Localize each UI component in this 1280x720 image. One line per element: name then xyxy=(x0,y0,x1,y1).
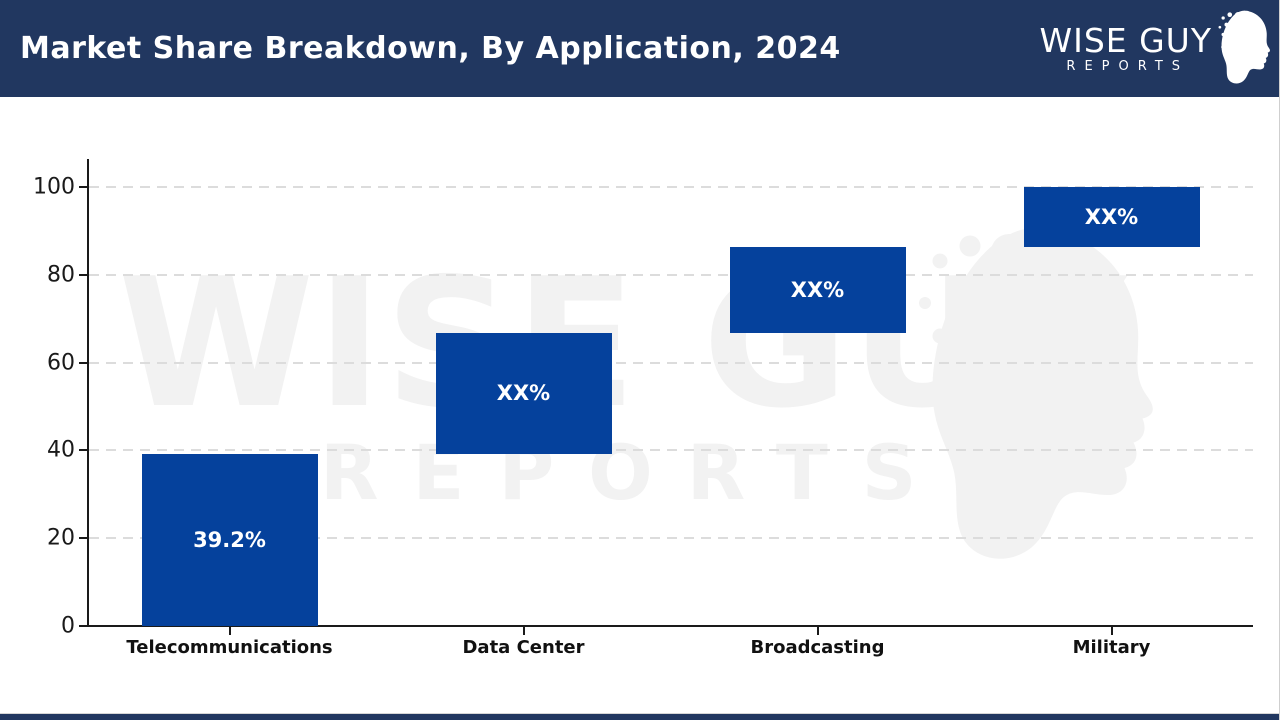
y-axis-tick-label: 60 xyxy=(47,350,75,376)
y-axis-tick xyxy=(79,273,87,276)
y-axis-tick-label: 0 xyxy=(61,613,75,639)
wiseguy-face-icon xyxy=(1218,10,1270,83)
x-axis-tick xyxy=(228,627,231,635)
y-axis-spine xyxy=(87,159,89,627)
plot-area: 0 20 40 60 80 100 39.2% Telecommunications XX% Da… xyxy=(0,97,1279,714)
bar-value-label: XX% xyxy=(496,381,551,406)
y-axis-tick xyxy=(79,537,87,540)
watermark-subtitle: REPORTS xyxy=(320,428,951,517)
wiseguy-logo: WISE GUY REPORTS xyxy=(1039,9,1279,89)
bar-broadcasting: XX% xyxy=(729,247,906,333)
y-axis-tick-label: 40 xyxy=(47,437,75,463)
wiseguy-logo-text: WISE GUY REPORTS xyxy=(1039,24,1212,73)
gridline xyxy=(89,273,1253,276)
y-axis-tick xyxy=(79,361,87,364)
gridline xyxy=(89,537,1253,540)
x-axis-spine xyxy=(87,625,1253,627)
x-axis-tick xyxy=(816,627,819,635)
chart-canvas: WISE GUY REPORTS 0 20 40 60 80 100 39.2% Teleco… xyxy=(0,97,1279,714)
y-axis-tick-label: 20 xyxy=(47,525,75,551)
page-title: Market Share Breakdown, By Application, … xyxy=(20,31,841,66)
x-axis-tick xyxy=(1110,627,1113,635)
bar-military: XX% xyxy=(1023,187,1200,248)
footer-strip xyxy=(0,714,1279,720)
gridline xyxy=(89,449,1253,452)
bar-value-label: XX% xyxy=(1084,205,1139,230)
y-axis-tick-label: 100 xyxy=(33,174,75,200)
wiseguy-logo-subtitle: REPORTS xyxy=(1066,59,1190,74)
wiseguy-logo-wordmark: WISE GUY xyxy=(1039,21,1212,60)
bar-value-label: 39.2% xyxy=(193,527,266,552)
y-axis-tick xyxy=(79,186,87,188)
x-category-label: Data Center xyxy=(462,637,585,658)
y-axis-tick-label: 80 xyxy=(47,262,75,288)
gridline xyxy=(89,186,1253,188)
header-banner: Market Share Breakdown, By Application, … xyxy=(0,0,1279,97)
x-axis-tick xyxy=(522,627,525,635)
x-category-label: Military xyxy=(1072,637,1151,658)
x-category-label: Telecommunications xyxy=(126,637,333,658)
y-axis-tick xyxy=(79,625,87,627)
bar-telecommunications: 39.2% xyxy=(141,453,318,626)
bar-data-center: XX% xyxy=(435,332,612,454)
x-category-label: Broadcasting xyxy=(750,637,885,658)
y-axis-tick xyxy=(79,449,87,452)
gridline xyxy=(89,361,1253,364)
bar-value-label: XX% xyxy=(790,277,845,302)
